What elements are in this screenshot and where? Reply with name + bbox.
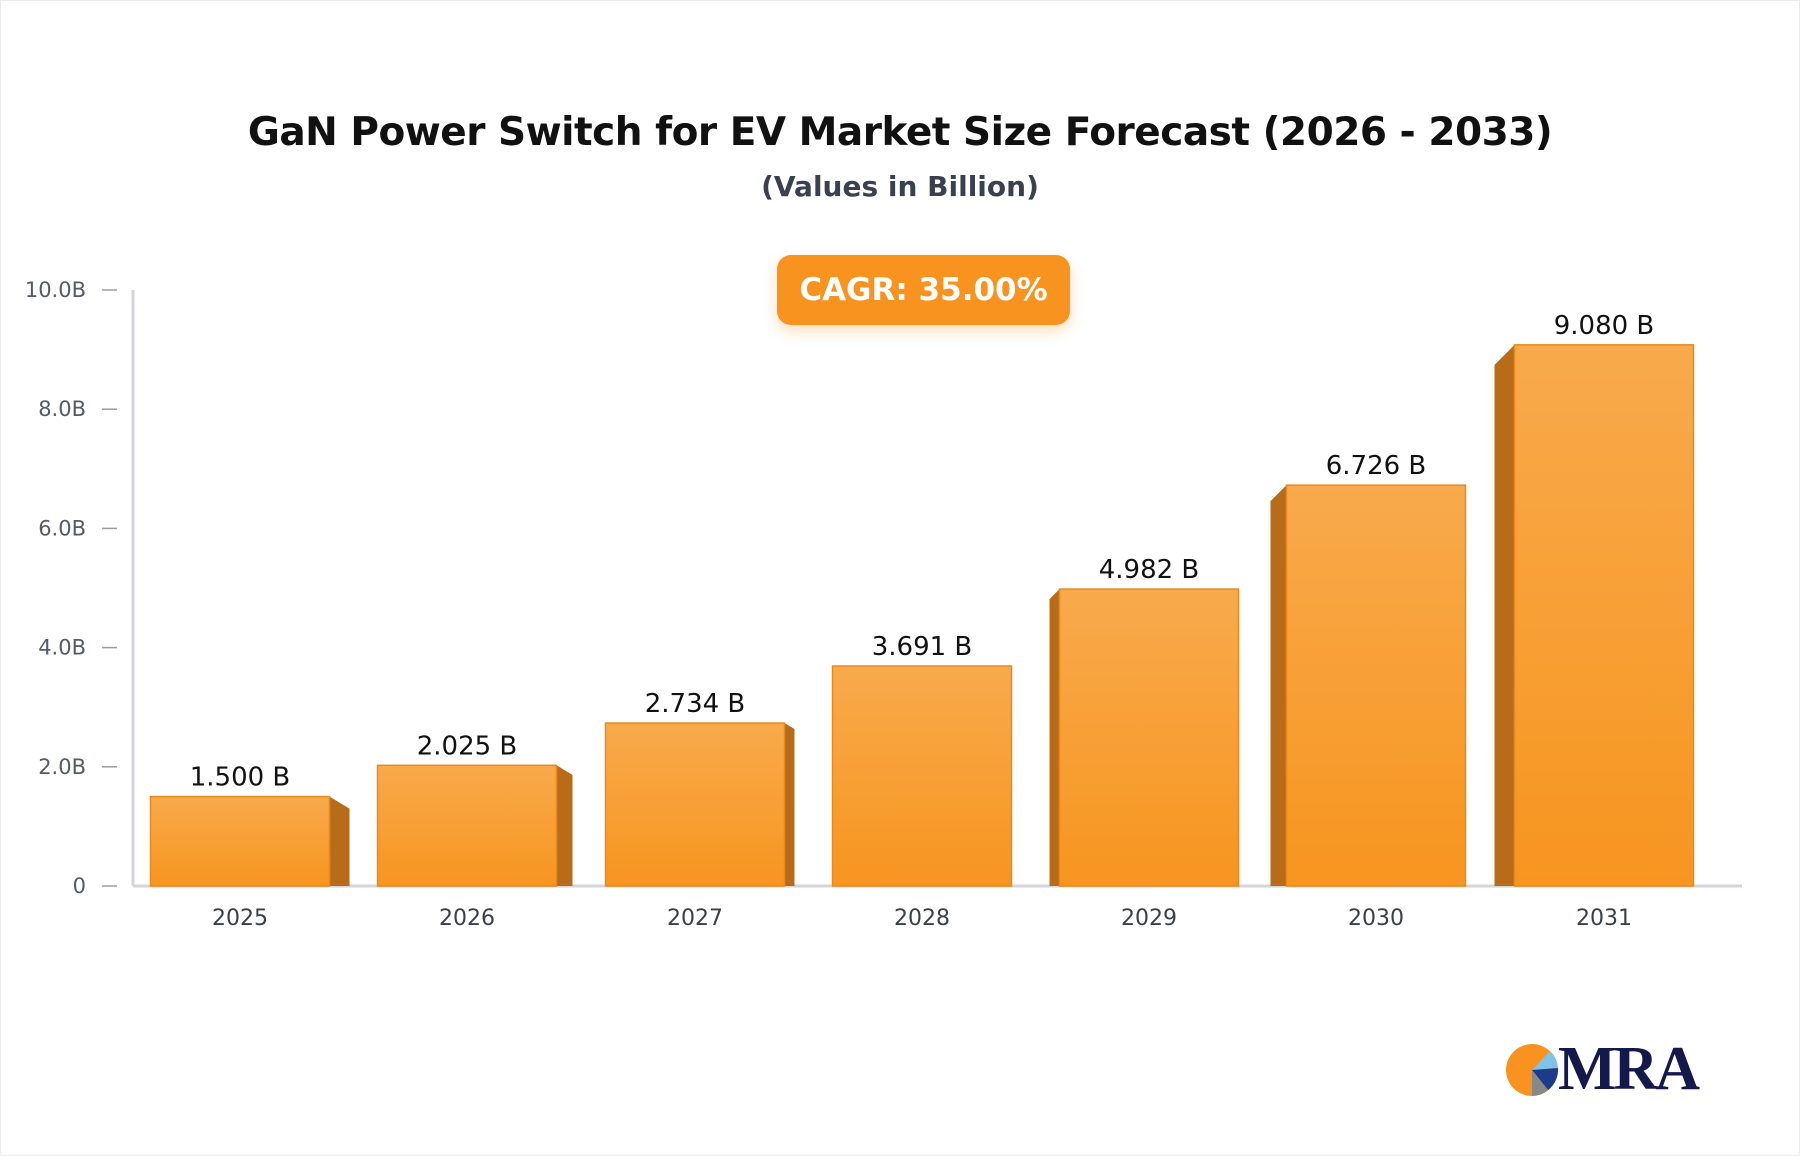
x-tick-label: 2025 (212, 906, 268, 931)
bar-2025 (149, 795, 331, 887)
data-label: 2.734 B (645, 689, 746, 719)
mra-logo: MRA (1504, 1035, 1700, 1103)
cagr-badge: CAGR: 35.00% (777, 255, 1070, 325)
data-label: 9.080 B (1554, 311, 1655, 341)
y-tick-label: 6.0B (38, 516, 86, 540)
bar-side-2030 (1270, 485, 1287, 886)
bar-side-2026 (556, 765, 573, 886)
bar-2028 (831, 665, 1013, 887)
bar-side-2027 (784, 723, 795, 886)
bar-2029 (1058, 588, 1240, 887)
bar-2031 (1513, 344, 1695, 887)
y-tick-label: 8.0B (38, 397, 86, 421)
logo-text: MRA (1558, 1035, 1700, 1103)
x-tick-label: 2030 (1348, 906, 1404, 931)
data-label: 4.982 B (1099, 555, 1200, 585)
x-tick-label: 2031 (1576, 906, 1632, 931)
x-tick-label: 2028 (894, 906, 950, 931)
data-label: 3.691 B (872, 632, 973, 662)
x-tick-label: 2027 (667, 906, 723, 931)
chart-subtitle: (Values in Billion) (761, 170, 1039, 203)
data-label: 1.500 B (190, 763, 291, 793)
bar-side-2031 (1494, 344, 1515, 886)
bar-2030 (1285, 484, 1467, 887)
bar-2026 (376, 764, 558, 887)
y-tick-label: 2.0B (38, 755, 86, 779)
chart-title: GaN Power Switch for EV Market Size Fore… (247, 110, 1553, 155)
bar-2027 (604, 722, 786, 887)
x-tick-label: 2029 (1121, 906, 1177, 931)
y-tick-label: 0 (73, 874, 86, 898)
data-label: 2.025 B (417, 731, 518, 761)
x-tick-label: 2026 (439, 906, 495, 931)
bar-side-2025 (329, 796, 350, 886)
y-tick-label: 10.0B (25, 278, 86, 302)
pie-logo-icon (1506, 1044, 1559, 1096)
bar-side-2029 (1049, 589, 1060, 886)
data-label: 6.726 B (1326, 451, 1427, 481)
y-tick-label: 4.0B (38, 636, 86, 660)
